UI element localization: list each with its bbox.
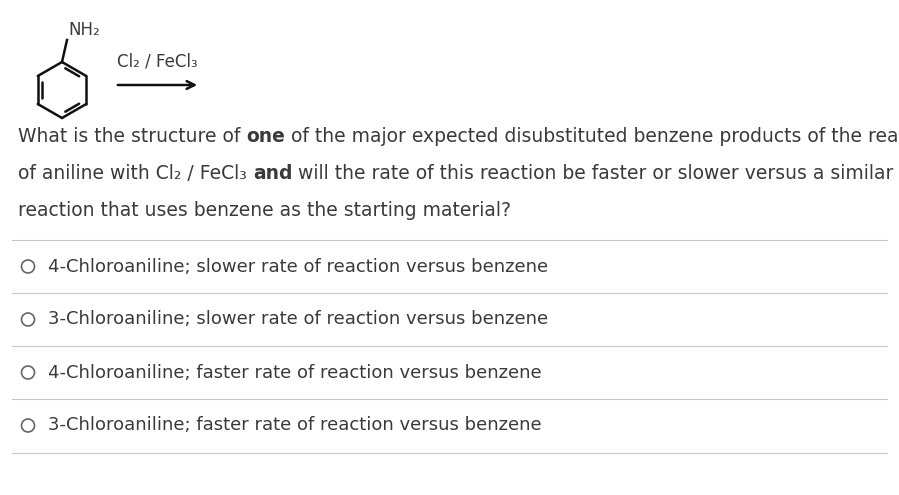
Text: of the major expected disubstituted benzene products of the reaction: of the major expected disubstituted benz…	[285, 127, 899, 146]
Text: 4-Chloroaniline; faster rate of reaction versus benzene: 4-Chloroaniline; faster rate of reaction…	[48, 363, 541, 382]
Text: and: and	[253, 164, 292, 183]
Text: will the rate of this reaction be faster or slower versus a similar: will the rate of this reaction be faster…	[292, 164, 894, 183]
Text: Cl₂ / FeCl₃: Cl₂ / FeCl₃	[117, 52, 198, 70]
Text: 4-Chloroaniline; slower rate of reaction versus benzene: 4-Chloroaniline; slower rate of reaction…	[48, 257, 548, 276]
Text: What is the structure of: What is the structure of	[18, 127, 246, 146]
Text: reaction that uses benzene as the starting material?: reaction that uses benzene as the starti…	[18, 201, 511, 220]
Text: one: one	[246, 127, 285, 146]
Text: NH₂: NH₂	[68, 21, 100, 39]
Text: 3-Chloroaniline; faster rate of reaction versus benzene: 3-Chloroaniline; faster rate of reaction…	[48, 416, 541, 435]
Text: 3-Chloroaniline; slower rate of reaction versus benzene: 3-Chloroaniline; slower rate of reaction…	[48, 310, 548, 329]
Text: of aniline with Cl₂ / FeCl₃: of aniline with Cl₂ / FeCl₃	[18, 164, 253, 183]
